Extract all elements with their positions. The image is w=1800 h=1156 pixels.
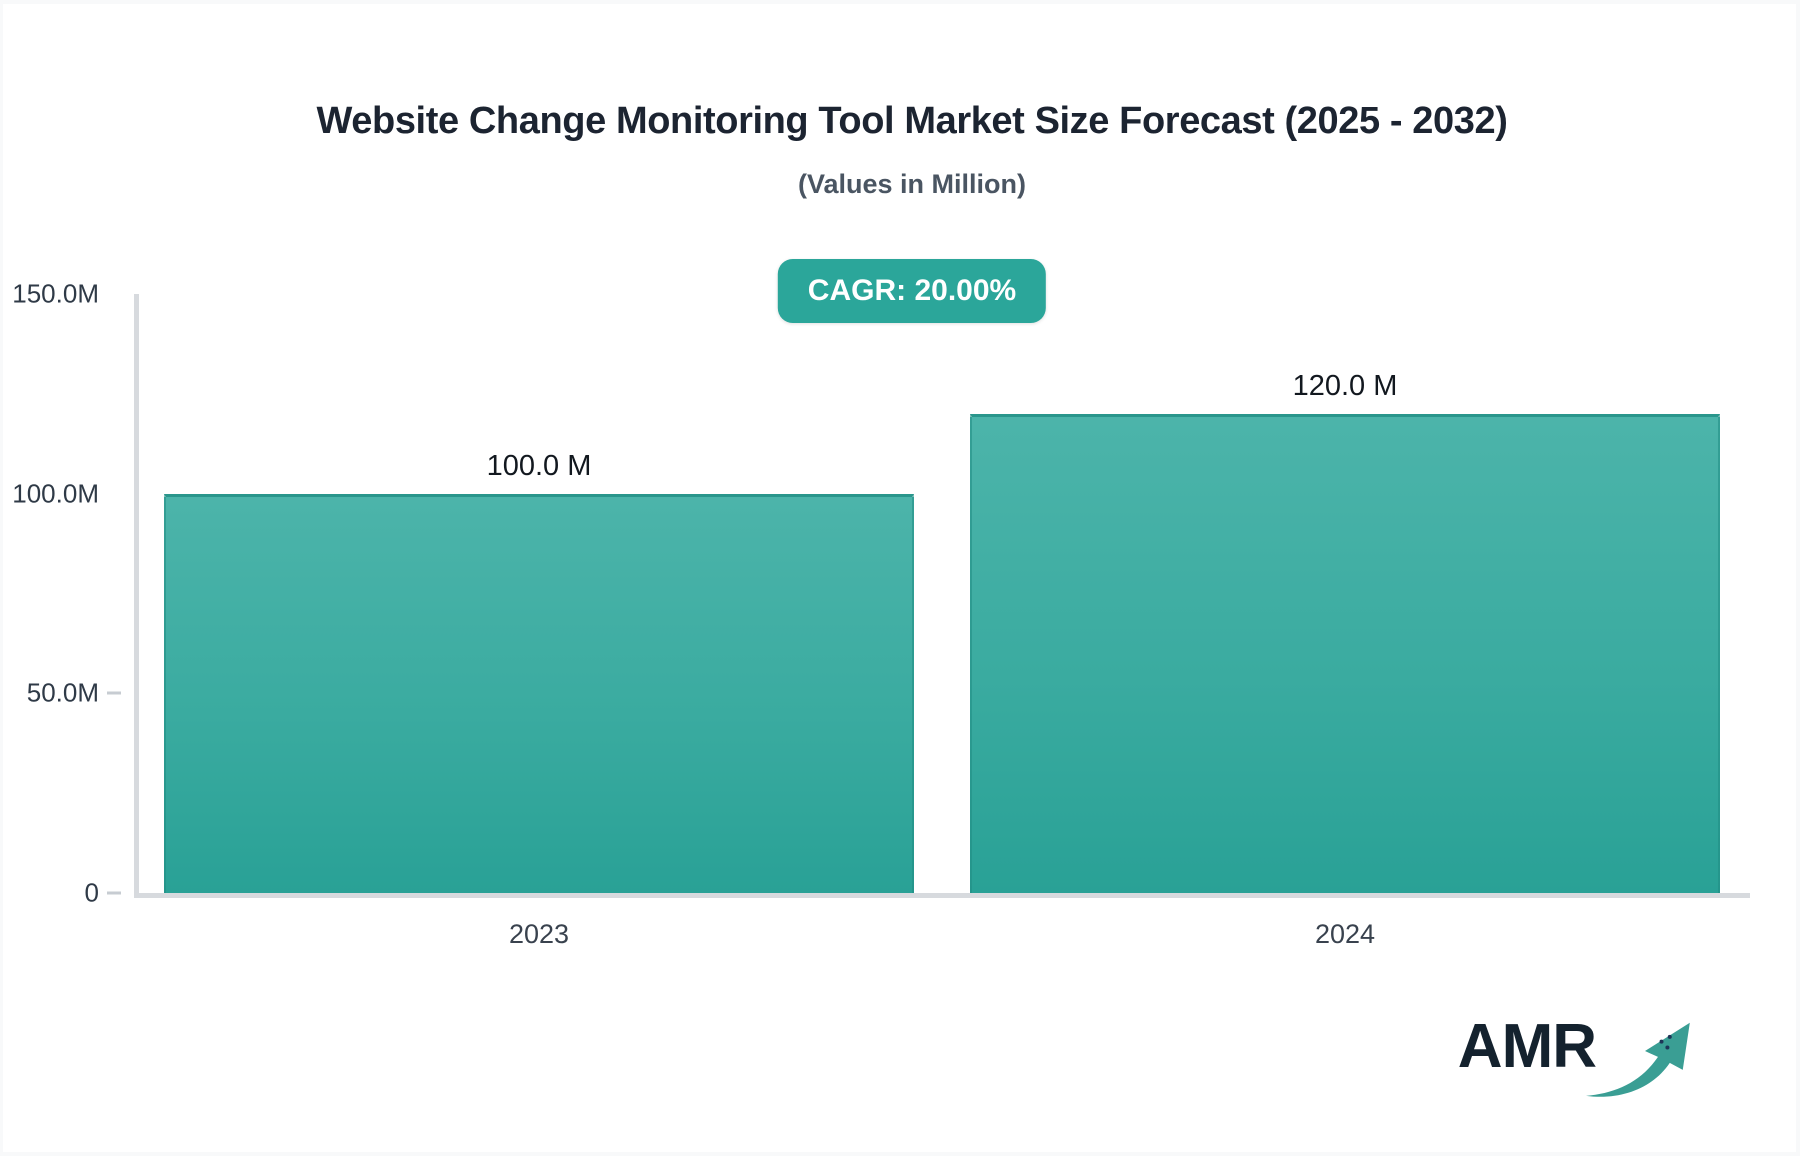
chart-subtitle: (Values in Million) (797, 169, 1027, 199)
bar-2023[interactable] (164, 493, 914, 893)
y-axis-line (134, 294, 139, 893)
y-tick-label: 0 (84, 877, 99, 908)
y-tick-label: 150.0M (12, 278, 99, 309)
amr-logo: AMR (1458, 1016, 1704, 1110)
x-axis-line (134, 893, 1750, 898)
chart-card: Website Change Monitoring Tool Market Si… (3, 4, 1796, 1152)
x-axis-label-2023: 2023 (508, 919, 570, 949)
trend-up-arrow-icon (1586, 1022, 1690, 1097)
bar-value-label: 120.0 M (1292, 369, 1398, 402)
bar-value-label: 100.0 M (486, 449, 592, 482)
cagr-badge: CAGR: 20.00% (777, 259, 1047, 323)
bar-2024[interactable] (970, 413, 1720, 893)
x-axis-label-2024: 2024 (1314, 919, 1376, 949)
chart-title: Website Change Monitoring Tool Market Si… (316, 100, 1508, 142)
amr-logo-text: AMR (1457, 1012, 1597, 1081)
y-tick-label: 50.0M (26, 677, 99, 708)
y-tick-dash (107, 891, 121, 895)
y-tick-label: 100.0M (12, 478, 99, 509)
plot-area: 150.0M 100.0M 50.0M 0 100.0 M 120.0 M 2023 20… (3, 4, 1796, 1152)
y-tick-dash (107, 691, 121, 695)
